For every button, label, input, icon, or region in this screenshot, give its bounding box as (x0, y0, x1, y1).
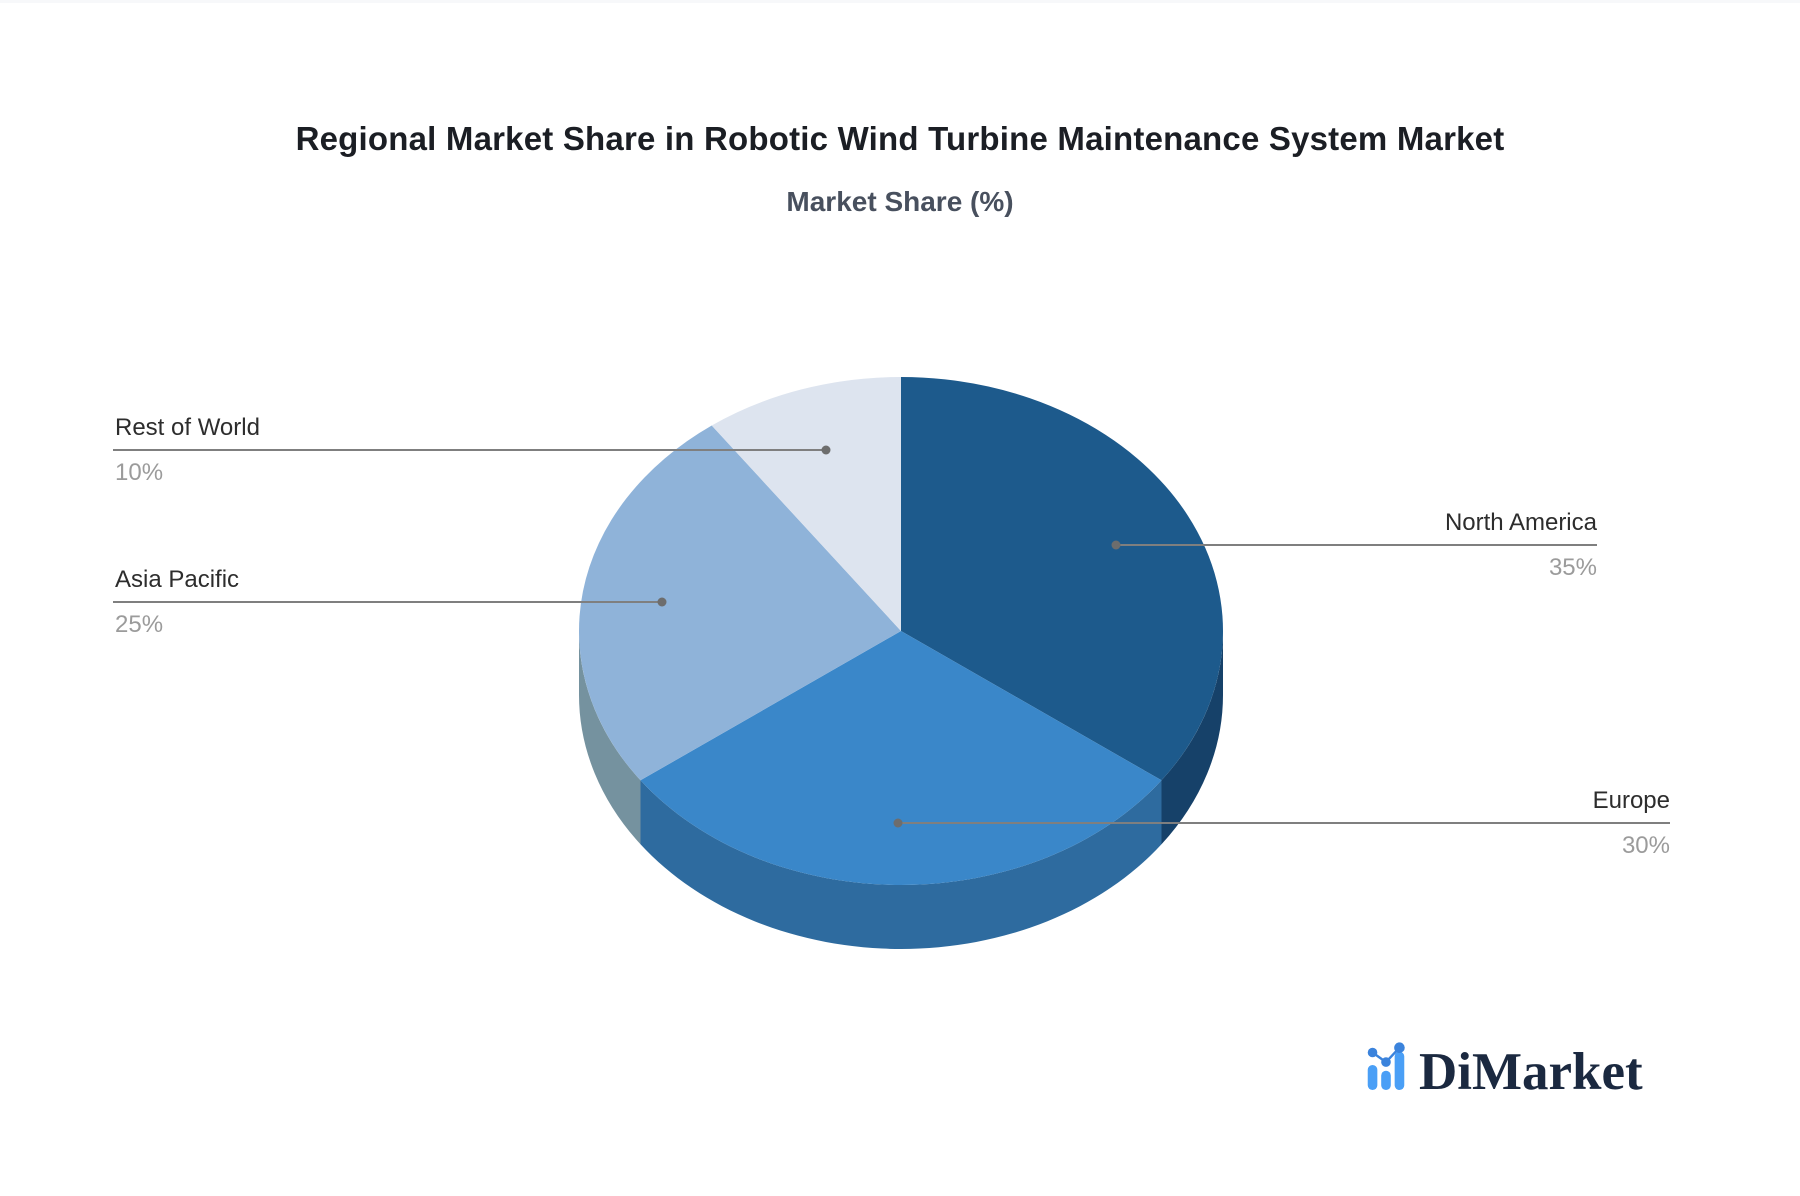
pie-slice-top[interactable] (640, 631, 1162, 885)
label-connector-dot (1111, 540, 1121, 550)
label-connector-dot (893, 818, 903, 828)
pie-slice-side[interactable] (1161, 631, 1224, 845)
brand-logo: DiMarket (1366, 1040, 1643, 1099)
label-connector-dot (821, 445, 831, 455)
slice-percent-europe: 30% (1621, 832, 1670, 859)
slice-label-rest-of-world: Rest of World (115, 414, 260, 441)
label-connector-dot (657, 597, 667, 607)
slice-percent-rest-of-world: 10% (115, 459, 164, 486)
slice-percent-north-america: 35% (1548, 554, 1597, 581)
slice-label-asia-pacific: Asia Pacific (115, 566, 240, 593)
pie-slice-top[interactable] (578, 425, 901, 781)
chart-subtitle: Market Share (%) (786, 186, 1014, 217)
pie-slice-side[interactable] (640, 780, 1162, 949)
slice-percent-asia-pacific: 25% (115, 611, 164, 638)
slice-label-north-america: North America (1444, 509, 1597, 536)
chart-title: Regional Market Share in Robotic Wind Tu… (295, 120, 1505, 157)
bar-line-chart-icon (1367, 1042, 1405, 1090)
pie-slice-side[interactable] (579, 631, 641, 845)
pie-slice-top[interactable] (901, 377, 1223, 781)
slice-label-europe: Europe (1592, 787, 1670, 814)
pie-slice-top[interactable] (711, 377, 901, 631)
brand-logo-text: DiMarket (1419, 1043, 1643, 1101)
screenshot-top-edge (0, 0, 1800, 3)
